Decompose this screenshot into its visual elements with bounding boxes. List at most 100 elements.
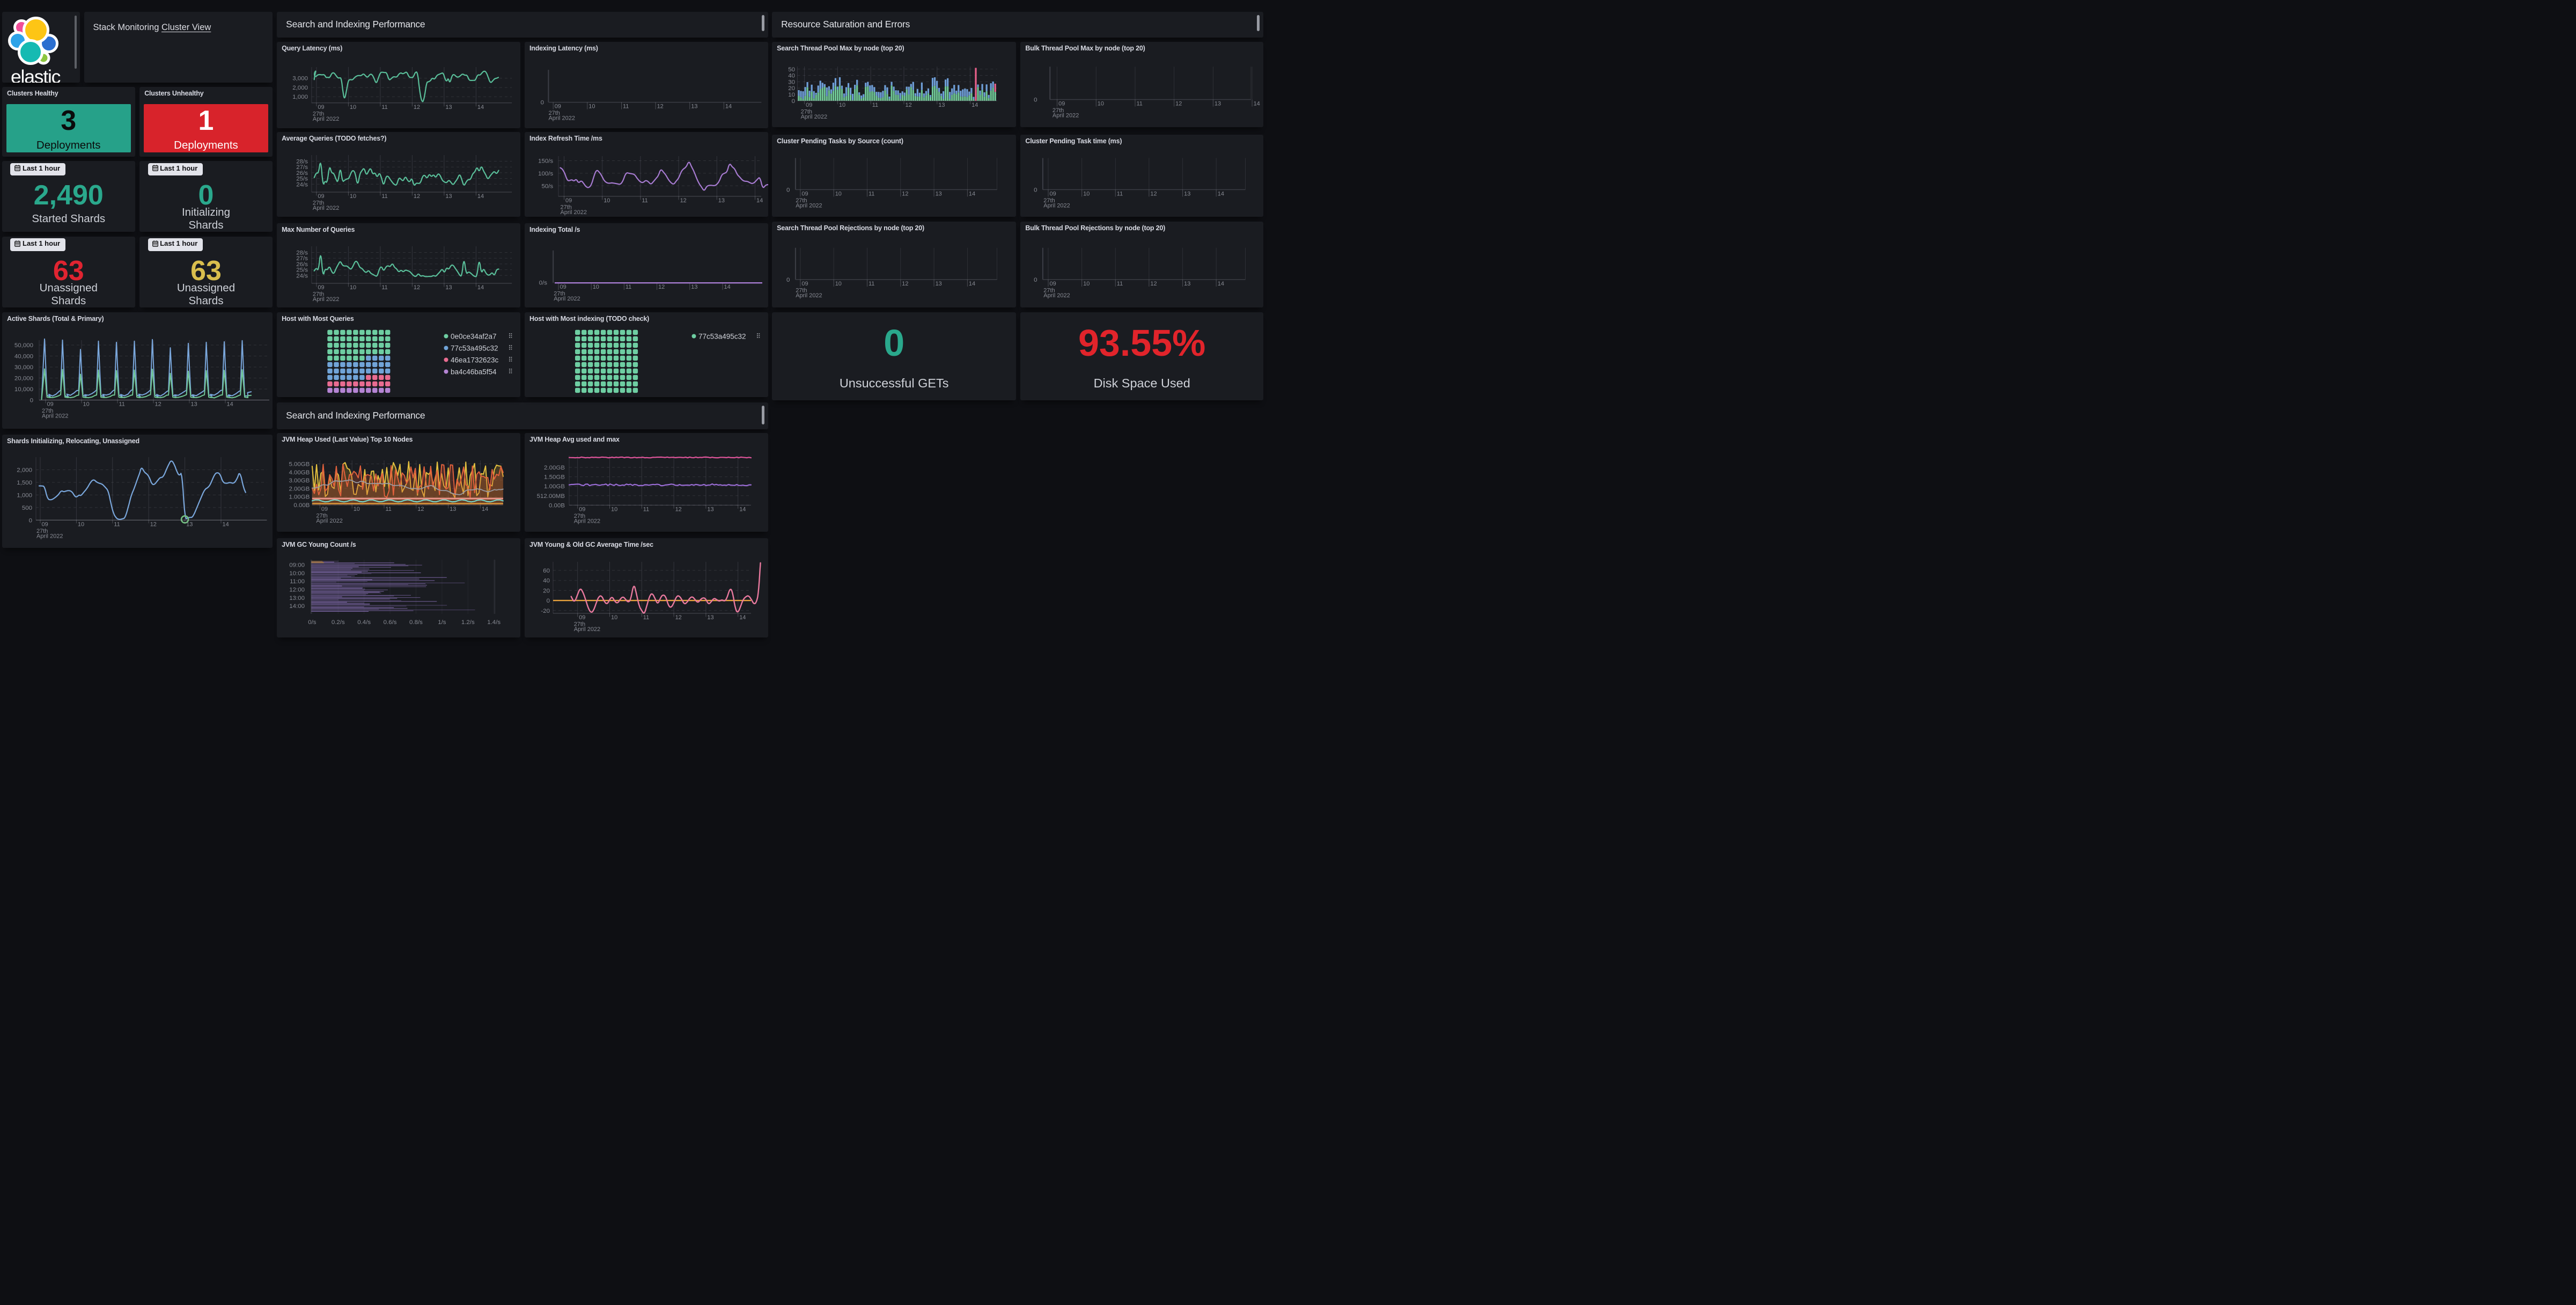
svg-text:14: 14 [477,193,484,199]
svg-text:12: 12 [150,521,157,527]
svg-text:10: 10 [593,284,599,290]
svg-text:12: 12 [658,284,665,290]
svg-text:0e0ce34af2a7: 0e0ce34af2a7 [451,332,496,340]
svg-text:12: 12 [906,102,912,108]
svg-text:10: 10 [1098,101,1104,107]
svg-text:13: 13 [718,197,725,203]
svg-text:12: 12 [1151,190,1157,197]
svg-text:April 2022: April 2022 [313,116,339,122]
svg-text:09: 09 [318,284,324,290]
svg-text:April 2022: April 2022 [36,533,63,539]
svg-text:11: 11 [381,193,387,199]
svg-text:27th: 27th [554,290,565,297]
svg-text:2,000: 2,000 [292,85,308,91]
svg-text:10: 10 [839,102,845,108]
svg-text:11: 11 [643,506,649,512]
svg-text:12: 12 [414,104,420,111]
svg-text:11: 11 [381,284,387,290]
svg-text:10: 10 [835,281,842,287]
svg-text:09: 09 [801,281,808,287]
svg-text:April 2022: April 2022 [1044,202,1070,209]
svg-text:13: 13 [445,104,452,111]
svg-text:14: 14 [222,521,229,527]
svg-text:13: 13 [1184,190,1190,197]
svg-text:09: 09 [555,104,561,110]
svg-text:11: 11 [114,521,120,527]
svg-text:0: 0 [547,598,550,604]
svg-text:09: 09 [318,193,324,199]
svg-text:0.00B: 0.00B [293,502,310,508]
svg-text:13: 13 [450,505,456,512]
svg-text:10: 10 [83,401,90,407]
svg-text:26/s: 26/s [296,170,308,176]
svg-text:ba4c46ba5f54: ba4c46ba5f54 [451,368,497,376]
svg-text:April 2022: April 2022 [316,517,342,524]
svg-text:13: 13 [190,401,197,407]
svg-text:12: 12 [1151,281,1157,287]
svg-text:20: 20 [788,85,795,92]
svg-text:3.00GB: 3.00GB [289,478,310,484]
svg-text:27th: 27th [1044,288,1055,294]
svg-text:1,000: 1,000 [17,492,32,498]
svg-text:0: 0 [30,397,33,404]
svg-text:09: 09 [1050,281,1056,287]
svg-text:12:00: 12:00 [289,586,305,593]
svg-text:14: 14 [226,401,233,407]
svg-text:27/s: 27/s [296,255,308,262]
svg-text:46ea1732623c: 46ea1732623c [451,356,498,364]
svg-text:11: 11 [119,401,124,407]
svg-text:13: 13 [707,614,713,620]
svg-text:12: 12 [675,614,682,620]
svg-text:13: 13 [1215,101,1221,107]
svg-text:2.00GB: 2.00GB [544,465,565,471]
svg-text:14: 14 [1218,190,1224,197]
svg-text:10: 10 [1084,190,1090,197]
svg-text:April 2022: April 2022 [554,296,580,302]
svg-text:27th: 27th [548,110,560,116]
svg-text:14: 14 [724,284,730,290]
svg-text:50/s: 50/s [541,183,553,189]
svg-text:27th: 27th [560,204,571,210]
svg-text:14: 14 [739,506,746,512]
svg-text:April 2022: April 2022 [42,413,68,419]
svg-text:09: 09 [1058,101,1065,107]
svg-text:28/s: 28/s [296,250,308,256]
svg-text:12: 12 [657,104,664,110]
svg-text:0: 0 [786,187,790,193]
svg-text:0: 0 [29,517,32,524]
svg-text:11: 11 [642,197,647,203]
svg-text:500: 500 [22,505,32,511]
svg-text:10: 10 [350,104,356,111]
svg-text:13: 13 [691,104,697,110]
svg-text:12: 12 [154,401,161,407]
svg-text:09: 09 [318,104,324,111]
svg-text:14: 14 [725,104,732,110]
svg-text:09: 09 [42,521,48,527]
svg-text:0: 0 [786,277,790,283]
svg-text:150/s: 150/s [538,158,553,164]
svg-text:09: 09 [1050,190,1056,197]
svg-text:0: 0 [1034,187,1037,193]
svg-text:11: 11 [1117,281,1123,287]
svg-text:12: 12 [414,193,420,199]
svg-text:14: 14 [969,281,975,287]
svg-text:09: 09 [321,505,328,512]
svg-text:27th: 27th [801,108,812,115]
svg-text:10: 10 [588,104,595,110]
svg-text:April 2022: April 2022 [574,626,600,632]
svg-text:0.4/s: 0.4/s [357,619,371,625]
svg-text:0.2/s: 0.2/s [332,619,345,625]
svg-text:27/s: 27/s [296,164,308,171]
svg-text:27th: 27th [313,200,324,206]
svg-text:27th: 27th [313,291,324,297]
svg-text:11: 11 [381,104,387,111]
svg-text:0: 0 [792,98,795,105]
svg-text:27th: 27th [42,407,53,414]
svg-text:11:00: 11:00 [290,578,305,585]
svg-text:13: 13 [938,102,945,108]
svg-text:11: 11 [643,614,649,620]
svg-text:14: 14 [971,102,978,108]
svg-text:14: 14 [756,197,763,203]
svg-text:10: 10 [350,193,356,199]
svg-text:40: 40 [543,577,550,584]
